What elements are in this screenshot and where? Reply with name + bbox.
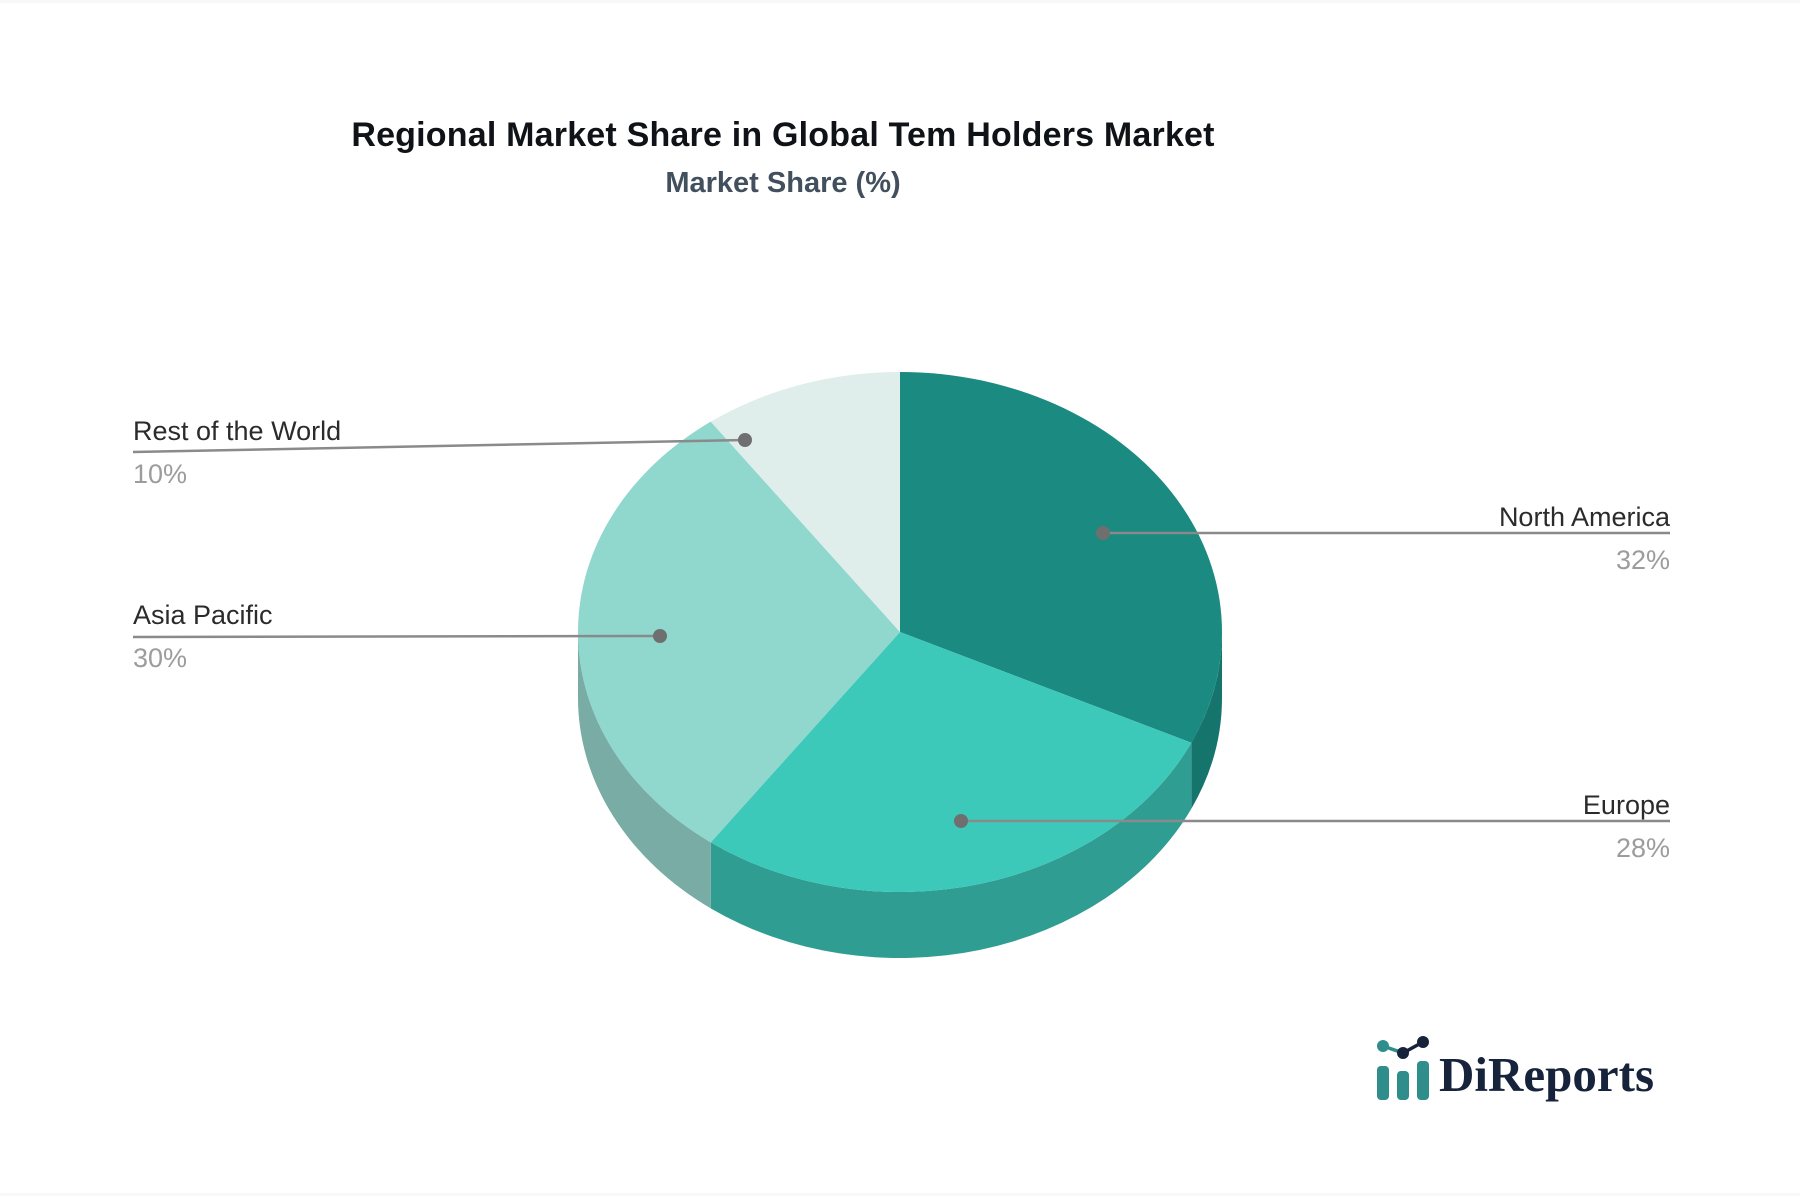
bar-chart-logo-icon bbox=[1377, 1036, 1429, 1100]
pie-slice-side-europe bbox=[710, 742, 1192, 958]
label-north-america: North America bbox=[1498, 502, 1670, 532]
label-europe: Europe bbox=[1582, 790, 1670, 820]
callout-line-rest-of-the-world bbox=[132, 438, 746, 454]
label-asia-pacific: Asia Pacific bbox=[133, 600, 273, 630]
pie-slice-side-north-america bbox=[1191, 632, 1222, 809]
pie-slice-north-america[interactable] bbox=[900, 372, 1222, 743]
value-rest-of-the-world: 10% bbox=[133, 459, 188, 489]
callout-dot-asia-pacific bbox=[653, 629, 667, 643]
value-asia-pacific: 30% bbox=[133, 643, 188, 673]
label-rest-of-the-world: Rest of the World bbox=[133, 416, 342, 446]
value-north-america: 32% bbox=[1615, 545, 1670, 575]
logo-text: DiReports bbox=[1439, 1046, 1655, 1102]
direports-logo: DiReports bbox=[1376, 1034, 1654, 1100]
callout-dot-europe bbox=[954, 814, 968, 828]
top-edge-divider bbox=[0, 0, 1800, 3]
pie-slice-europe[interactable] bbox=[710, 632, 1192, 892]
pie-slice-asia-pacific[interactable] bbox=[578, 421, 900, 843]
value-europe: 28% bbox=[1615, 833, 1670, 863]
bottom-edge-divider bbox=[0, 1193, 1800, 1196]
pie-slice-side-asia-pacific bbox=[578, 632, 711, 909]
callout-dot-north-america bbox=[1096, 526, 1110, 540]
pie-slice-rest-of-the-world[interactable] bbox=[710, 372, 900, 632]
callout-line-asia-pacific bbox=[132, 634, 661, 639]
callout-dot-rest-of-the-world bbox=[738, 433, 752, 447]
chart-subtitle: Market Share (%) bbox=[665, 167, 901, 199]
chart-title: Regional Market Share in Global Tem Hold… bbox=[351, 116, 1215, 154]
